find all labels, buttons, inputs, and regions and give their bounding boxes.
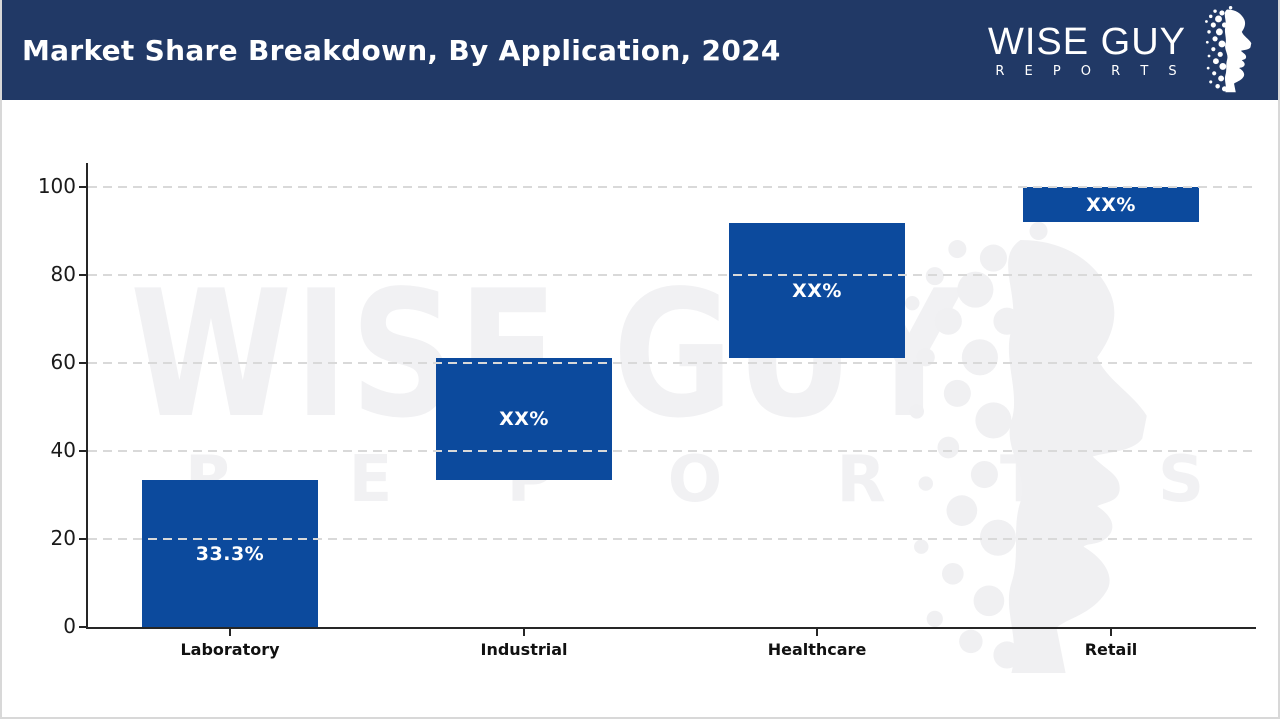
gridline-60 bbox=[88, 362, 1256, 364]
x-tick bbox=[1110, 629, 1112, 636]
gridline-40 bbox=[88, 450, 1256, 452]
x-tick-label-laboratory: Laboratory bbox=[180, 640, 280, 659]
header-bar: Market Share Breakdown, By Application, … bbox=[0, 0, 1280, 100]
y-tick-label-80: 80 bbox=[50, 262, 76, 286]
gridline-20 bbox=[88, 538, 1256, 540]
brand-logo: WISE GUY R E P O R T S bbox=[988, 4, 1268, 96]
y-tick-label-60: 60 bbox=[50, 350, 76, 374]
bar-retail: XX% bbox=[1023, 187, 1199, 222]
bar-label-laboratory: 33.3% bbox=[195, 542, 265, 565]
brand-name: WISE GUY bbox=[987, 20, 1186, 63]
y-tick bbox=[79, 186, 87, 188]
x-tick bbox=[523, 629, 525, 636]
y-tick-label-100: 100 bbox=[37, 174, 76, 198]
watermark-face-icon bbox=[905, 222, 1147, 673]
bar-label-retail: XX% bbox=[1086, 193, 1136, 216]
y-tick bbox=[79, 362, 87, 364]
bar-healthcare: XX% bbox=[729, 223, 905, 358]
y-axis bbox=[86, 163, 88, 629]
dotted-face-profile-icon bbox=[1205, 6, 1252, 93]
x-axis bbox=[86, 627, 1256, 629]
bar-industrial: XX% bbox=[436, 358, 612, 480]
bar-laboratory: 33.3% bbox=[142, 480, 318, 627]
page-title: Market Share Breakdown, By Application, … bbox=[22, 33, 781, 67]
gridline-80 bbox=[88, 274, 1256, 276]
x-tick bbox=[229, 629, 231, 636]
x-tick-label-industrial: Industrial bbox=[480, 640, 568, 659]
x-tick bbox=[816, 629, 818, 636]
bar-label-healthcare: XX% bbox=[792, 279, 842, 302]
y-tick-label-20: 20 bbox=[50, 526, 76, 550]
gridline-100 bbox=[88, 186, 1256, 188]
y-tick-label-0: 0 bbox=[63, 614, 76, 638]
y-tick bbox=[79, 450, 87, 452]
x-tick-label-retail: Retail bbox=[1084, 640, 1138, 659]
x-tick-label-healthcare: Healthcare bbox=[767, 640, 867, 659]
y-tick bbox=[79, 626, 87, 628]
brand-subtitle: R E P O R T S bbox=[995, 63, 1185, 79]
y-tick-label-40: 40 bbox=[50, 438, 76, 462]
bar-label-industrial: XX% bbox=[499, 408, 549, 430]
y-tick bbox=[79, 274, 87, 276]
y-tick bbox=[79, 538, 87, 540]
